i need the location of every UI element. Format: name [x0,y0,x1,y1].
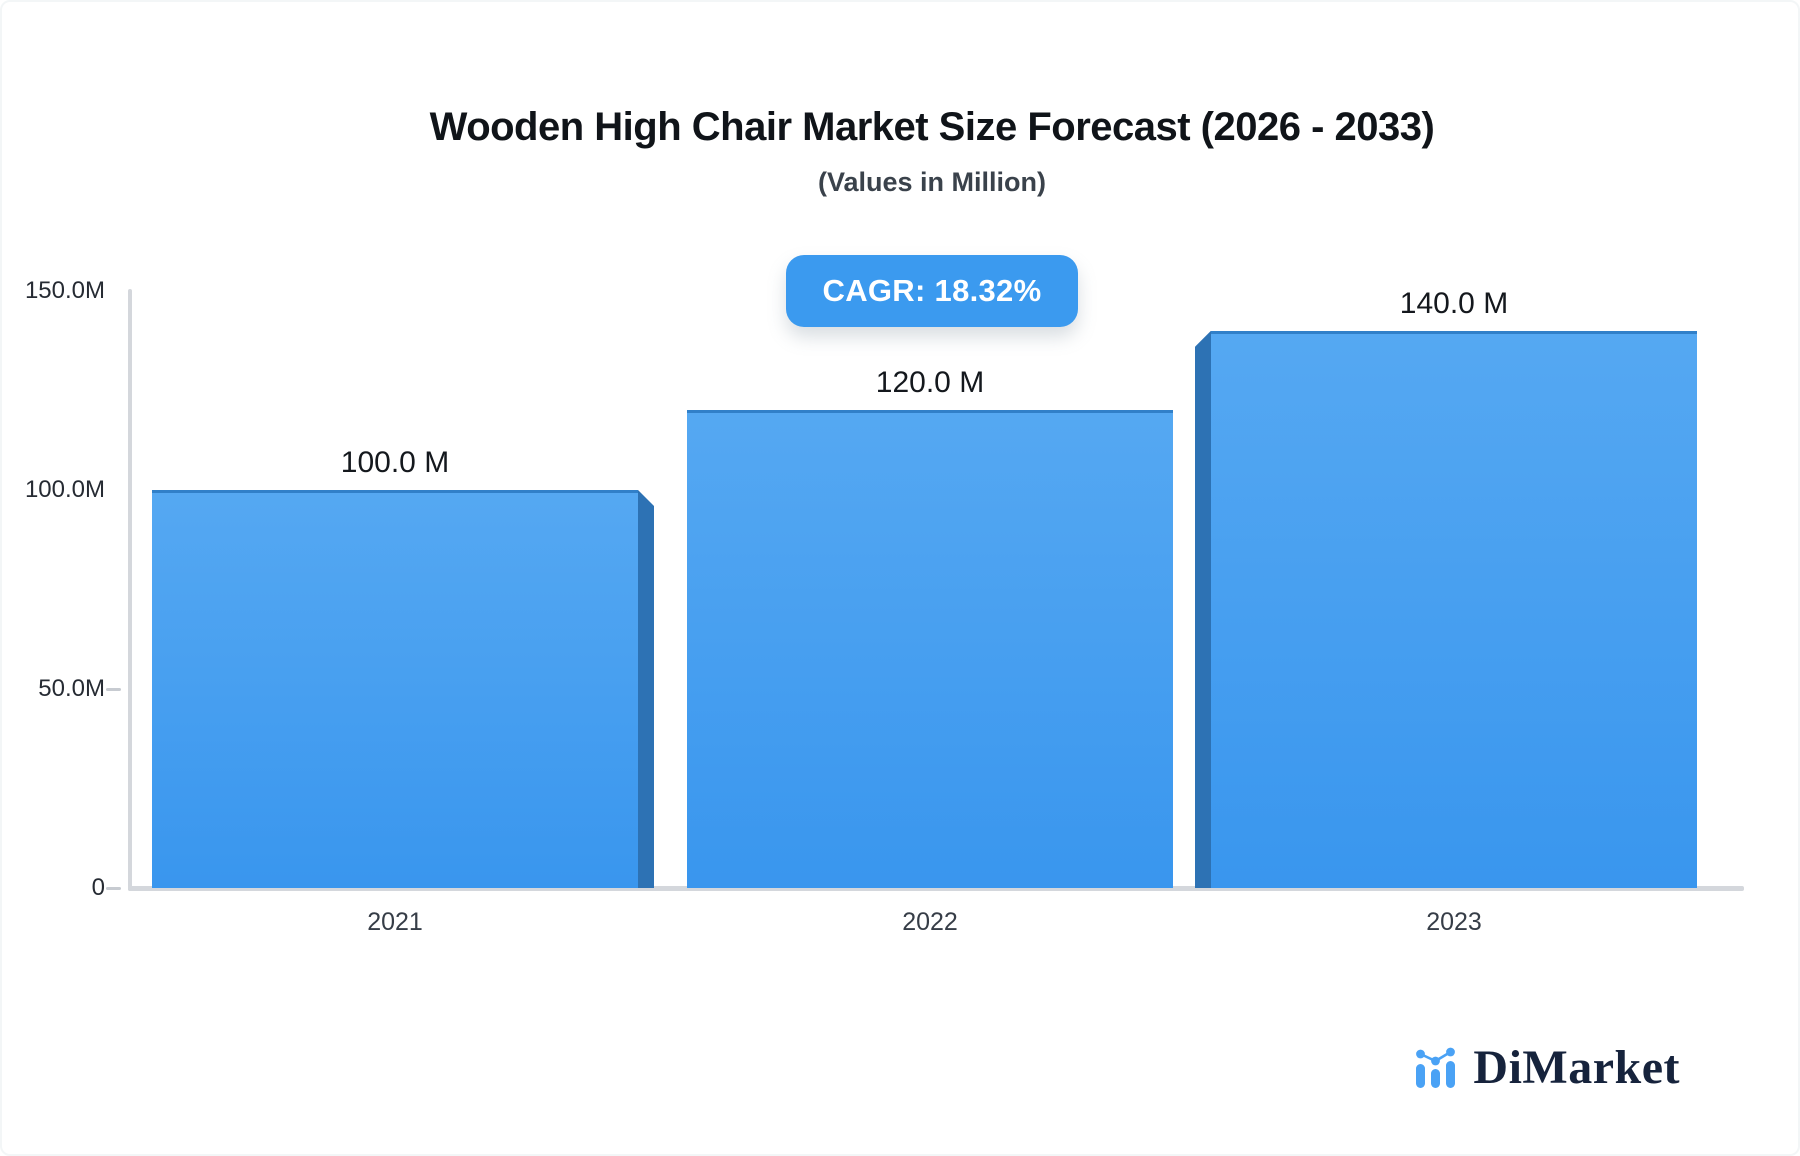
chart-title: Wooden High Chair Market Size Forecast (… [429,105,1435,149]
y-axis-tick-label: 50.0M [38,675,105,702]
y-axis-tick-label: 150.0M [24,277,105,304]
bar-2023-3d-side [1195,330,1211,888]
bar-value-label: 100.0 M [340,446,450,479]
x-axis-category-label: 2023 [1426,908,1482,936]
bar-2022 [687,410,1173,888]
y-axis-line [128,289,132,891]
cagr-badge: CAGR: 18.32% [786,255,1078,327]
y-axis-tick-label: 0 [91,874,105,901]
x-axis-category-label: 2022 [902,908,958,936]
logo-text: DiMarket [1473,1041,1680,1094]
bar-2021 [152,490,638,888]
bar-chart-logo-icon [1416,1047,1456,1088]
y-axis-tick-mark [106,688,121,691]
bar-2021-3d-side [638,490,654,888]
chart-header: Wooden High Chair Market Size Forecast (… [2,2,1798,198]
y-axis-tick-mark [106,887,121,890]
dimarket-logo: DiMarket [1413,1040,1680,1095]
bar-2023 [1211,330,1697,888]
bar-value-label: 120.0 M [875,366,985,400]
chart-subtitle: (Values in Million) [817,167,1047,197]
x-axis-category-label: 2021 [367,908,423,936]
y-axis-tick-label: 100.0M [24,476,105,503]
x-axis-line [128,886,1744,891]
bar-value-label: 140.0 M [1399,286,1509,320]
